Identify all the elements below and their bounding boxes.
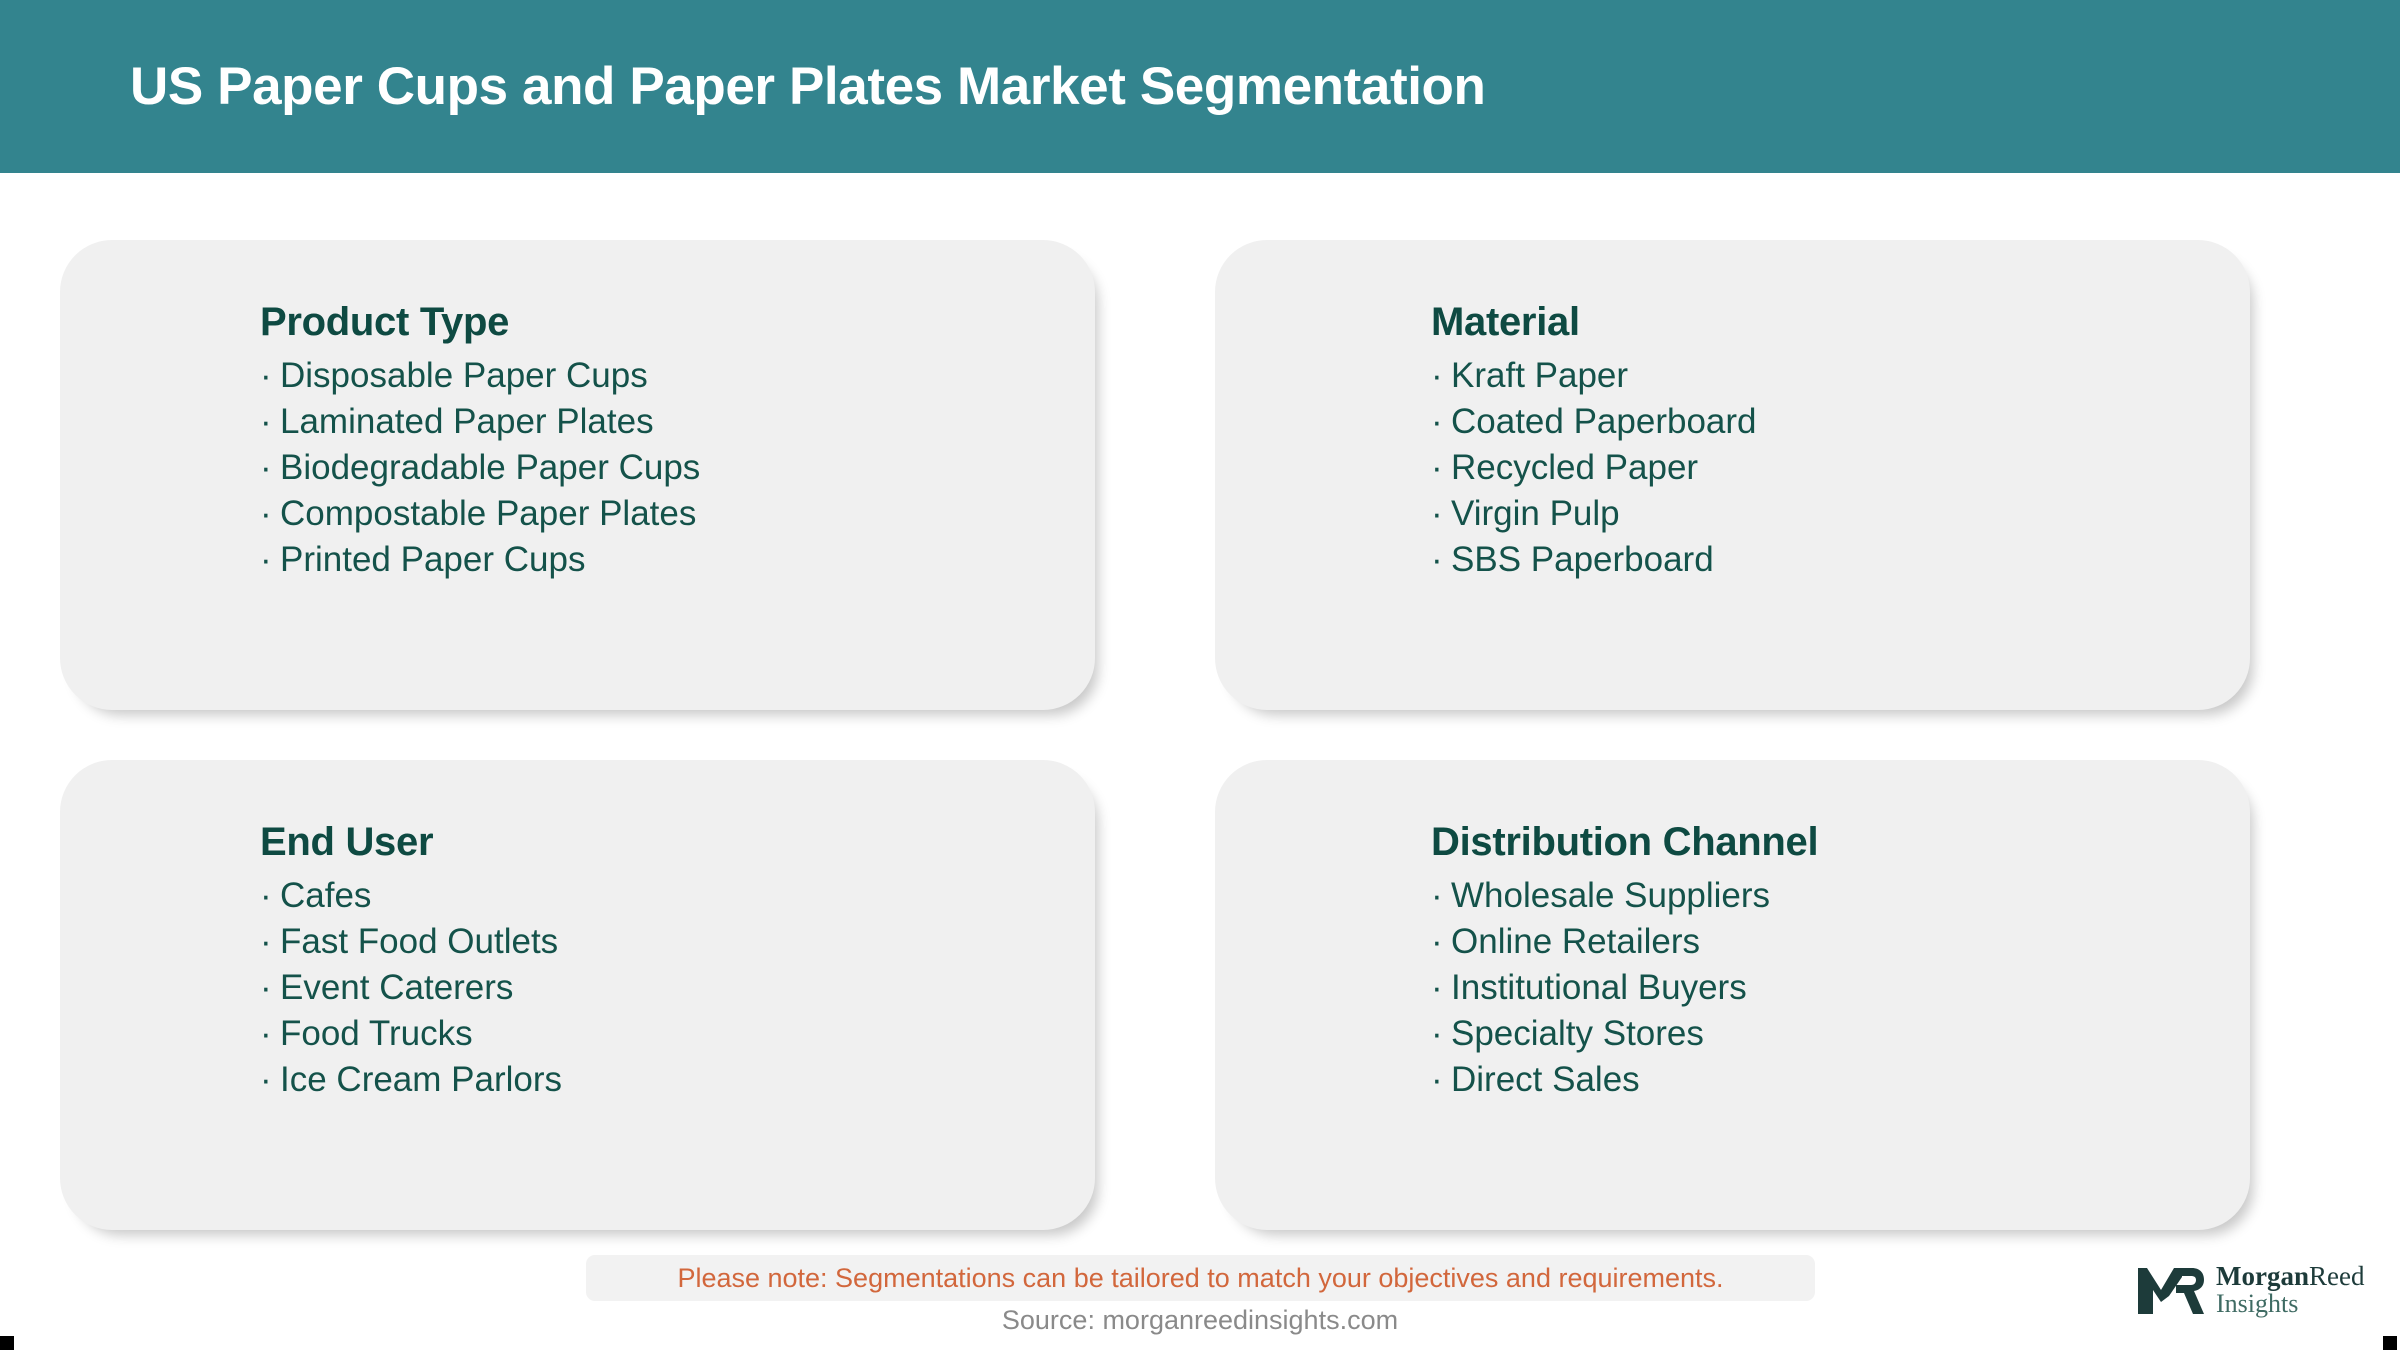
bullet-icon: · — [1431, 876, 1443, 915]
list-item: · Specialty Stores — [1431, 1011, 2220, 1057]
bullet-icon: · — [1431, 356, 1443, 395]
bullet-icon: · — [1431, 402, 1443, 441]
list-item: · Ice Cream Parlors — [260, 1057, 1065, 1103]
morganreed-insights-logo: MorganReed Insights — [2136, 1261, 2365, 1318]
corner-marker-bottom-left — [0, 1336, 14, 1350]
card-heading: Product Type — [260, 300, 510, 344]
bullet-icon: · — [1431, 1014, 1443, 1053]
list-item-label: Event Caterers — [280, 968, 514, 1007]
bullet-icon: · — [260, 494, 272, 533]
card-content: Product Type · Disposable Paper Cups · Lam… — [260, 300, 1065, 583]
list-item-label: Fast Food Outlets — [280, 922, 559, 961]
card-heading: Material — [1431, 300, 1580, 344]
list-item-label: Coated Paperboard — [1451, 402, 1757, 441]
card-heading: Distribution Channel — [1431, 820, 1819, 864]
tailoring-note-text: Please note: Segmentations can be tailor… — [677, 1262, 1724, 1293]
bullet-icon: · — [1431, 968, 1443, 1007]
card-heading: End User — [260, 820, 434, 864]
list-item: · Institutional Buyers — [1431, 965, 2220, 1011]
list-item-label: SBS Paperboard — [1451, 540, 1714, 579]
list-item: · Coated Paperboard — [1431, 399, 2220, 445]
bullet-icon: · — [260, 968, 272, 1007]
list-item-label: Disposable Paper Cups — [280, 356, 648, 395]
card-item-list: · Wholesale Suppliers · Online Retailers ·… — [1431, 873, 2220, 1103]
bullet-icon: · — [260, 1060, 272, 1099]
list-item: · Biodegradable Paper Cups — [260, 445, 1065, 491]
list-item-label: Biodegradable Paper Cups — [280, 448, 701, 487]
list-item-label: Recycled Paper — [1451, 448, 1699, 487]
list-item: · Food Trucks — [260, 1011, 1065, 1057]
mr-monogram-icon — [2138, 1268, 2204, 1315]
list-item: · Wholesale Suppliers — [1431, 873, 2220, 919]
list-item-label: Cafes — [280, 876, 372, 915]
bullet-icon: · — [260, 1014, 272, 1053]
list-item-label: Printed Paper Cups — [280, 540, 586, 579]
list-item-label: Laminated Paper Plates — [280, 402, 654, 441]
logo-tagline: Insights — [2216, 1288, 2299, 1318]
list-item-label: Institutional Buyers — [1451, 968, 1747, 1007]
bullet-icon: · — [260, 922, 272, 961]
page-title: US Paper Cups and Paper Plates Market Se… — [130, 57, 1486, 116]
list-item: · Recycled Paper — [1431, 445, 2220, 491]
source-attribution: Source: morganreedinsights.com — [1001, 1305, 1399, 1335]
corner-marker-bottom-right — [2383, 1336, 2397, 1350]
card-item-list: · Disposable Paper Cups · Laminated Paper … — [260, 353, 1065, 583]
logo-brand-line: MorganReed — [2216, 1261, 2365, 1291]
list-item: · Disposable Paper Cups — [260, 353, 1065, 399]
segmentation-card-end-user: End User · Cafes · Fast Food Outlets · Even… — [60, 760, 1095, 1230]
bullet-icon: · — [260, 356, 272, 395]
bullet-icon: · — [260, 448, 272, 487]
bullet-icon: · — [1431, 494, 1443, 533]
list-item: · Kraft Paper — [1431, 353, 2220, 399]
list-item: · SBS Paperboard — [1431, 537, 2220, 583]
tailoring-note-banner: Please note: Segmentations can be tailor… — [586, 1255, 1815, 1301]
list-item: · Online Retailers — [1431, 919, 2220, 965]
bullet-icon: · — [260, 540, 272, 579]
list-item: · Direct Sales — [1431, 1057, 2220, 1103]
bullet-icon: · — [1431, 1060, 1443, 1099]
list-item: · Cafes — [260, 873, 1065, 919]
bullet-icon: · — [1431, 922, 1443, 961]
list-item-label: Kraft Paper — [1451, 356, 1629, 395]
list-item: · Printed Paper Cups — [260, 537, 1065, 583]
list-item-label: Virgin Pulp — [1451, 494, 1620, 533]
card-item-list: · Cafes · Fast Food Outlets · Event Caterer… — [260, 873, 1065, 1103]
card-item-list: · Kraft Paper · Coated Paperboard · Recycle… — [1431, 353, 2220, 583]
list-item-label: Compostable Paper Plates — [280, 494, 697, 533]
card-content: End User · Cafes · Fast Food Outlets · Even… — [260, 820, 1065, 1103]
segmentation-card-product-type: Product Type · Disposable Paper Cups · Lam… — [60, 240, 1095, 710]
list-item: · Laminated Paper Plates — [260, 399, 1065, 445]
list-item-label: Wholesale Suppliers — [1451, 876, 1771, 915]
list-item-label: Ice Cream Parlors — [280, 1060, 563, 1099]
list-item-label: Food Trucks — [280, 1014, 473, 1053]
list-item-label: Direct Sales — [1451, 1060, 1640, 1099]
list-item: · Event Caterers — [260, 965, 1065, 1011]
card-content: Distribution Channel · Wholesale Supplier… — [1431, 820, 2220, 1103]
list-item-label: Online Retailers — [1451, 922, 1700, 961]
logo-brand-secondary: Reed — [2308, 1261, 2365, 1291]
list-item-label: Specialty Stores — [1451, 1014, 1704, 1053]
card-content: Material · Kraft Paper · Coated Paperboard… — [1431, 300, 2220, 583]
list-item: · Virgin Pulp — [1431, 491, 2220, 537]
segmentation-card-grid: Product Type · Disposable Paper Cups · Lam… — [60, 240, 2250, 1230]
bullet-icon: · — [260, 876, 272, 915]
list-item: · Compostable Paper Plates — [260, 491, 1065, 537]
bullet-icon: · — [1431, 448, 1443, 487]
page-header: US Paper Cups and Paper Plates Market Se… — [0, 0, 2400, 173]
segmentation-card-distribution-channel: Distribution Channel · Wholesale Supplier… — [1215, 760, 2250, 1230]
segmentation-card-material: Material · Kraft Paper · Coated Paperboard… — [1215, 240, 2250, 710]
logo-brand-primary: Morgan — [2216, 1261, 2309, 1291]
bullet-icon: · — [1431, 540, 1443, 579]
list-item: · Fast Food Outlets — [260, 919, 1065, 965]
logo-wordmark: MorganReed Insights — [2216, 1261, 2365, 1318]
bullet-icon: · — [260, 402, 272, 441]
